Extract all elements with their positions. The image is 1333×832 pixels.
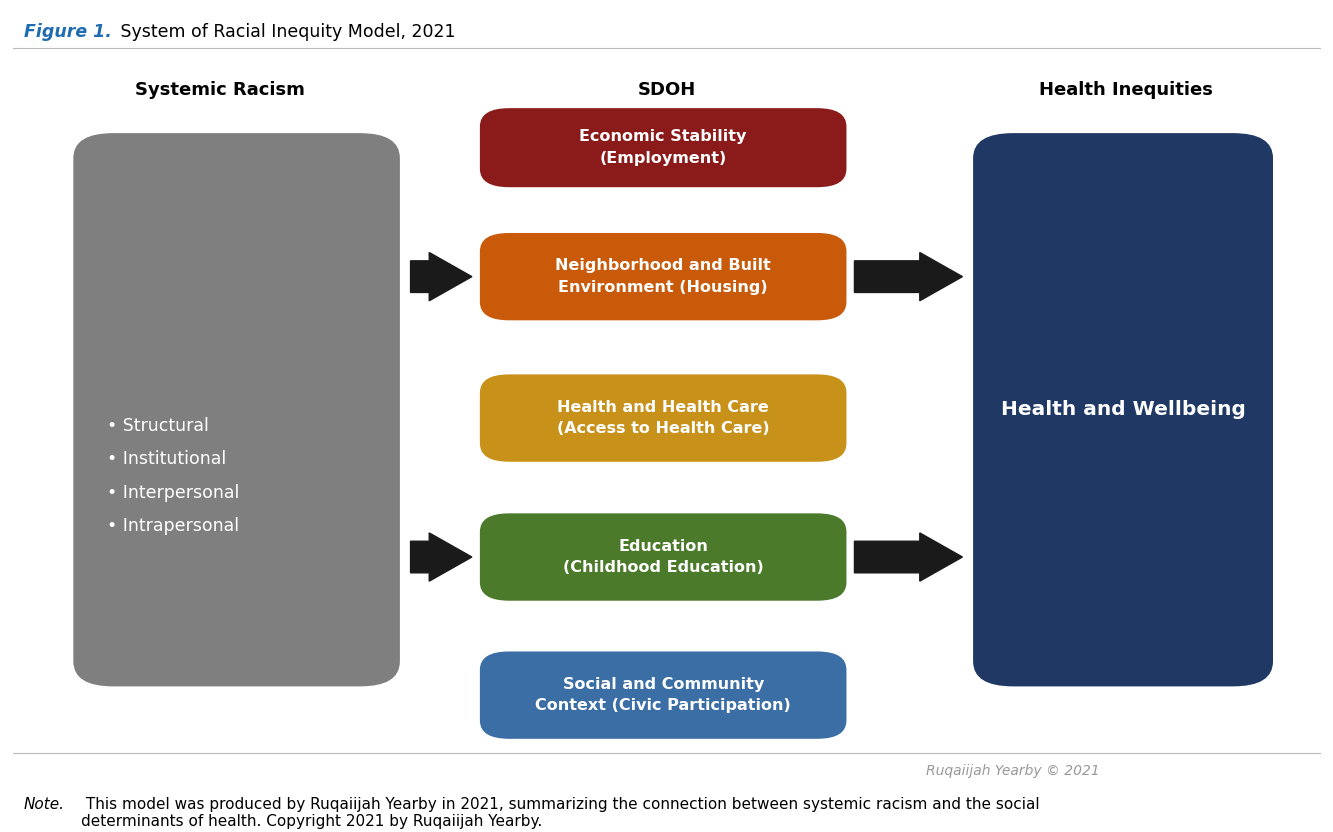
Text: Note.: Note. (24, 797, 65, 812)
FancyBboxPatch shape (73, 133, 400, 686)
Text: • Structural
• Institutional
• Interpersonal
• Intrapersonal: • Structural • Institutional • Interpers… (107, 417, 239, 535)
Text: Social and Community
Context (Civic Participation): Social and Community Context (Civic Part… (536, 677, 790, 713)
Text: Education
(Childhood Education): Education (Childhood Education) (563, 539, 764, 575)
FancyBboxPatch shape (480, 513, 846, 601)
Text: Figure 1.: Figure 1. (24, 23, 112, 42)
Text: Ruqaiijah Yearby © 2021: Ruqaiijah Yearby © 2021 (926, 764, 1100, 778)
Text: SDOH: SDOH (637, 81, 696, 99)
Text: Health Inequities: Health Inequities (1040, 81, 1213, 99)
Text: Systemic Racism: Systemic Racism (135, 81, 305, 99)
FancyBboxPatch shape (480, 374, 846, 462)
FancyArrow shape (854, 532, 962, 581)
FancyBboxPatch shape (480, 233, 846, 320)
Text: Health and Wellbeing: Health and Wellbeing (1001, 400, 1245, 419)
FancyBboxPatch shape (480, 108, 846, 187)
Text: This model was produced by Ruqaiijah Yearby in 2021, summarizing the connection : This model was produced by Ruqaiijah Yea… (81, 797, 1040, 830)
Text: Economic Stability
(Employment): Economic Stability (Employment) (580, 130, 746, 166)
FancyArrow shape (854, 252, 962, 301)
Text: System of Racial Inequity Model, 2021: System of Racial Inequity Model, 2021 (115, 23, 455, 42)
FancyBboxPatch shape (480, 651, 846, 739)
Text: Neighborhood and Built
Environment (Housing): Neighborhood and Built Environment (Hous… (556, 259, 770, 295)
Text: Health and Health Care
(Access to Health Care): Health and Health Care (Access to Health… (557, 400, 769, 436)
FancyArrow shape (411, 532, 472, 581)
FancyArrow shape (411, 252, 472, 301)
FancyBboxPatch shape (973, 133, 1273, 686)
